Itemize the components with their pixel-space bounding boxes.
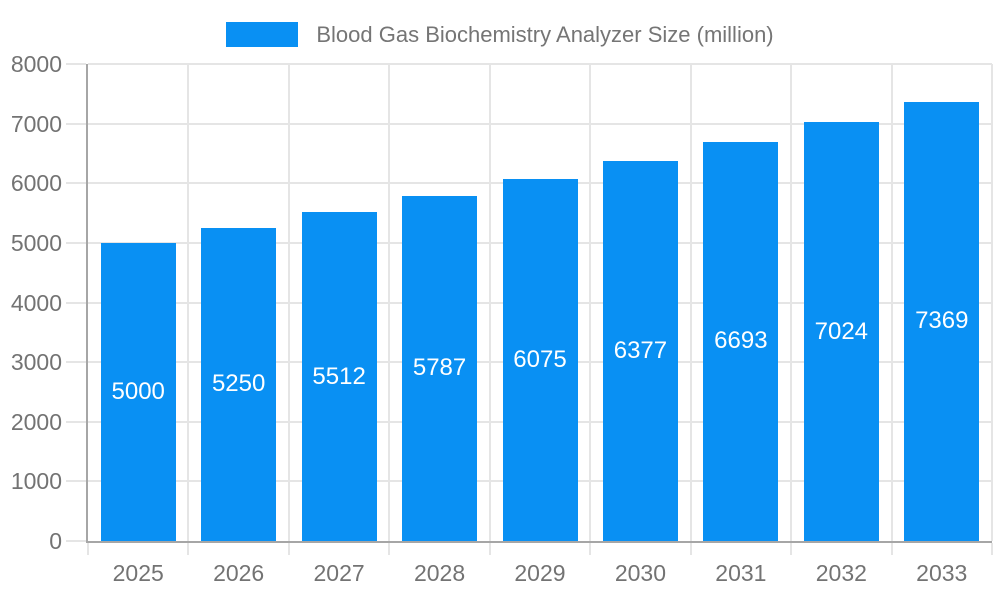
x-tick-mark xyxy=(287,543,290,555)
x-tick-mark xyxy=(890,543,893,555)
x-tick-label: 2027 xyxy=(313,560,365,586)
y-tick-mark xyxy=(66,361,86,364)
y-tick-label: 6000 xyxy=(10,170,62,197)
x-gridline xyxy=(890,64,893,541)
y-tick-mark xyxy=(66,182,86,185)
bar-value-label: 7369 xyxy=(915,307,969,335)
x-gridline xyxy=(991,64,993,541)
y-tick-label: 4000 xyxy=(10,289,62,316)
x-gridline xyxy=(187,64,190,541)
y-tick-label: 1000 xyxy=(10,468,62,495)
y-tick-mark xyxy=(66,420,86,423)
y-gridline xyxy=(88,122,992,125)
bar-value-label: 5512 xyxy=(312,362,366,390)
y-tick-mark xyxy=(66,301,86,304)
x-tick-label: 2031 xyxy=(715,560,767,586)
bar-2026: 5250 xyxy=(201,227,277,541)
x-tick-mark xyxy=(589,543,592,555)
x-tick-label: 2025 xyxy=(112,560,164,586)
x-tick-mark xyxy=(991,543,993,555)
bar-value-label: 6693 xyxy=(714,327,768,355)
bar-2028: 5787 xyxy=(402,195,478,541)
bar-2032: 7024 xyxy=(803,122,879,541)
bar-value-label: 6075 xyxy=(513,345,567,373)
x-tick-label: 2032 xyxy=(815,560,867,586)
x-tick-label: 2033 xyxy=(916,560,968,586)
x-tick-mark xyxy=(488,543,491,555)
bar-2031: 6693 xyxy=(703,141,779,541)
x-gridline xyxy=(287,64,290,541)
x-gridline xyxy=(689,64,692,541)
bar-value-label: 5250 xyxy=(211,370,266,398)
y-tick-label: 3000 xyxy=(10,349,62,376)
x-tick-label: 2026 xyxy=(213,560,265,586)
x-axis: 2025 2026 2027 2028 2029 2030 2031 2032 2033 xyxy=(88,558,992,590)
x-tick-label: 2029 xyxy=(514,560,566,586)
legend-swatch xyxy=(226,22,299,47)
bar-2029: 6075 xyxy=(502,178,578,541)
x-gridline xyxy=(388,64,391,541)
bar-value-label: 7024 xyxy=(814,317,869,345)
y-tick-mark xyxy=(66,241,86,244)
bar-2033: 7369 xyxy=(904,101,980,541)
y-tick-label: 5000 xyxy=(10,229,62,256)
x-tick-mark xyxy=(187,543,190,555)
y-tick-mark xyxy=(66,540,86,542)
y-tick-label: 7000 xyxy=(10,110,62,137)
bar-value-label: 6377 xyxy=(613,336,668,364)
chart-legend-item[interactable]: Blood Gas Biochemistry Analyzer Size (mi… xyxy=(0,22,1000,47)
plot-area: 5000 5250 5512 5787 6075 6377 6693 7024 7369 xyxy=(66,63,993,555)
y-tick-mark xyxy=(66,122,86,125)
y-tick-label: 8000 xyxy=(10,51,62,77)
bar-value-label: 5787 xyxy=(412,354,467,382)
y-tick-label: 0 xyxy=(49,528,62,554)
y-gridline xyxy=(88,63,992,65)
x-tick-mark xyxy=(790,543,793,555)
bar-2030: 6377 xyxy=(602,160,678,541)
bar-2027: 5512 xyxy=(301,212,377,541)
x-tick-mark xyxy=(388,543,391,555)
bar-2025: 5000 xyxy=(100,242,176,541)
x-gridline xyxy=(488,64,491,541)
y-axis: 0 1000 2000 3000 4000 5000 6000 7000 8000 xyxy=(0,51,62,554)
y-tick-label: 2000 xyxy=(10,408,62,435)
x-tick-label: 2028 xyxy=(413,560,466,586)
y-tick-mark xyxy=(66,63,86,65)
x-tick-mark xyxy=(689,543,692,555)
bar-value-label: 5000 xyxy=(111,377,165,405)
x-tick-mark xyxy=(87,543,89,555)
legend-label: Blood Gas Biochemistry Analyzer Size (mi… xyxy=(316,22,774,47)
x-tick-label: 2030 xyxy=(614,560,667,586)
x-gridline xyxy=(589,64,592,541)
y-tick-mark xyxy=(66,480,86,483)
x-gridline xyxy=(790,64,793,541)
